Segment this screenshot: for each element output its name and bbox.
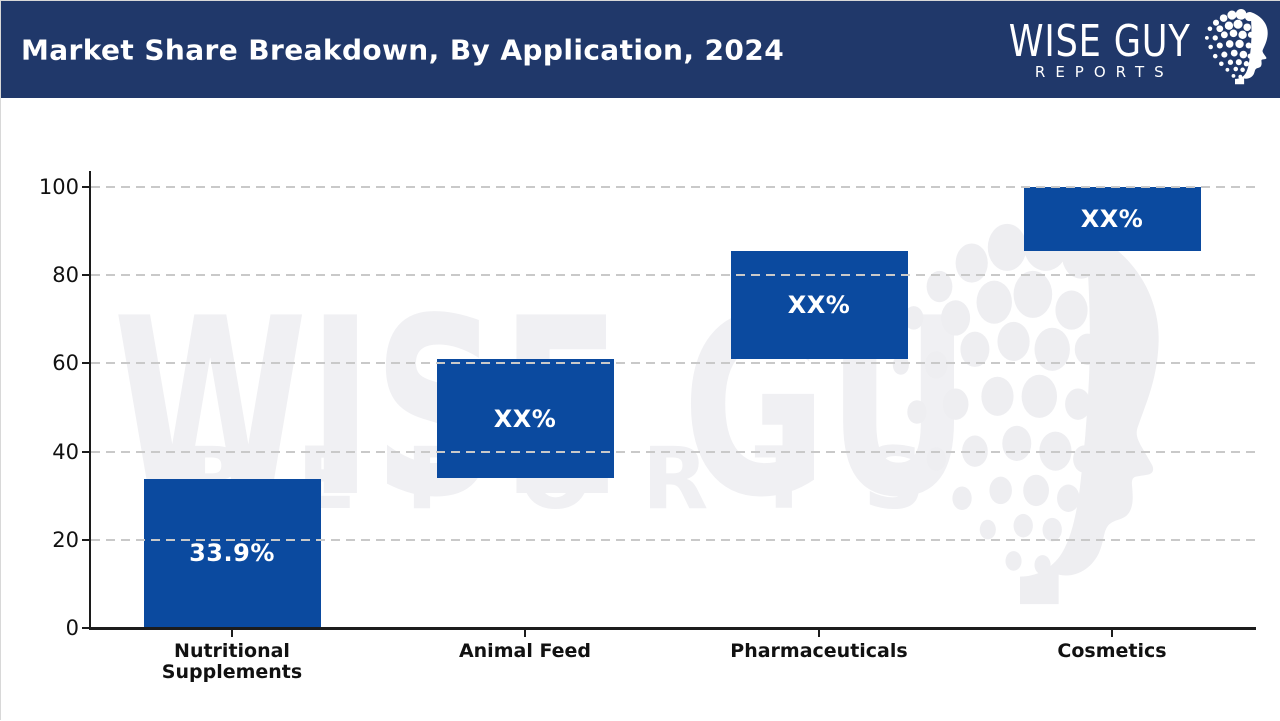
y-tick-mark-20 — [82, 538, 89, 541]
wise-guy-logo: WISE GUY REPORTS — [986, 5, 1273, 89]
bar-pharmaceuticals: XX% — [730, 250, 908, 359]
y-axis-spine — [89, 171, 91, 630]
y-tick-label-40: 40 — [52, 439, 79, 464]
bar-cosmetics: XX% — [1023, 187, 1201, 251]
y-tick-mark-0 — [82, 627, 89, 629]
y-tick-mark-40 — [82, 450, 89, 453]
bar-nutritional-supplements: 33.9% — [143, 478, 321, 628]
page-title: Market Share Breakdown, By Application, … — [21, 33, 785, 66]
y-gridline-20 — [91, 538, 1256, 541]
bar-animal-feed: XX% — [436, 358, 614, 479]
y-tick-mark-100 — [82, 186, 89, 188]
y-tick-label-20: 20 — [52, 527, 79, 552]
logo-subtitle: REPORTS — [1034, 62, 1174, 81]
y-tick-label-80: 80 — [52, 263, 79, 288]
x-tick-mark-animal-feed — [524, 630, 526, 637]
y-tick-mark-80 — [82, 274, 89, 277]
y-tick-label-0: 0 — [65, 616, 79, 640]
y-gridline-80 — [91, 274, 1256, 277]
logo-head-icon — [1197, 5, 1273, 89]
bar-value-label-cosmetics: XX% — [1080, 204, 1144, 233]
y-tick-mark-60 — [82, 362, 89, 365]
y-tick-label-100: 100 — [38, 175, 79, 199]
x-category-label-cosmetics: Cosmetics — [1057, 640, 1167, 662]
bar-value-label-pharmaceuticals: XX% — [787, 290, 851, 319]
y-gridline-40 — [91, 450, 1256, 453]
bar-value-label-animal-feed: XX% — [493, 404, 557, 433]
logo-wordmark: WISE GUY — [1008, 16, 1191, 68]
x-category-label-pharmaceuticals: Pharmaceuticals — [730, 640, 908, 662]
waterfall-chart: WISE GU REPORTS 0 20 40 60 80 100 33.9% Nutriti… — [1, 98, 1280, 721]
header-bar: Market Share Breakdown, By Application, … — [1, 1, 1280, 98]
bar-value-label-nutritional-supplements: 33.9% — [189, 539, 275, 568]
x-category-label-nutritional-supplements: Nutritional Supplements — [161, 640, 303, 683]
y-gridline-60 — [91, 362, 1256, 365]
y-gridline-100 — [91, 186, 1256, 188]
x-tick-mark-cosmetics — [1111, 630, 1113, 637]
x-tick-mark-nutritional-supplements — [231, 630, 233, 637]
y-tick-label-60: 60 — [52, 351, 79, 376]
x-category-label-animal-feed: Animal Feed — [458, 640, 592, 662]
logo-text: WISE GUY REPORTS — [986, 16, 1213, 81]
x-axis-spine — [89, 627, 1256, 630]
x-tick-mark-pharmaceuticals — [818, 630, 820, 637]
